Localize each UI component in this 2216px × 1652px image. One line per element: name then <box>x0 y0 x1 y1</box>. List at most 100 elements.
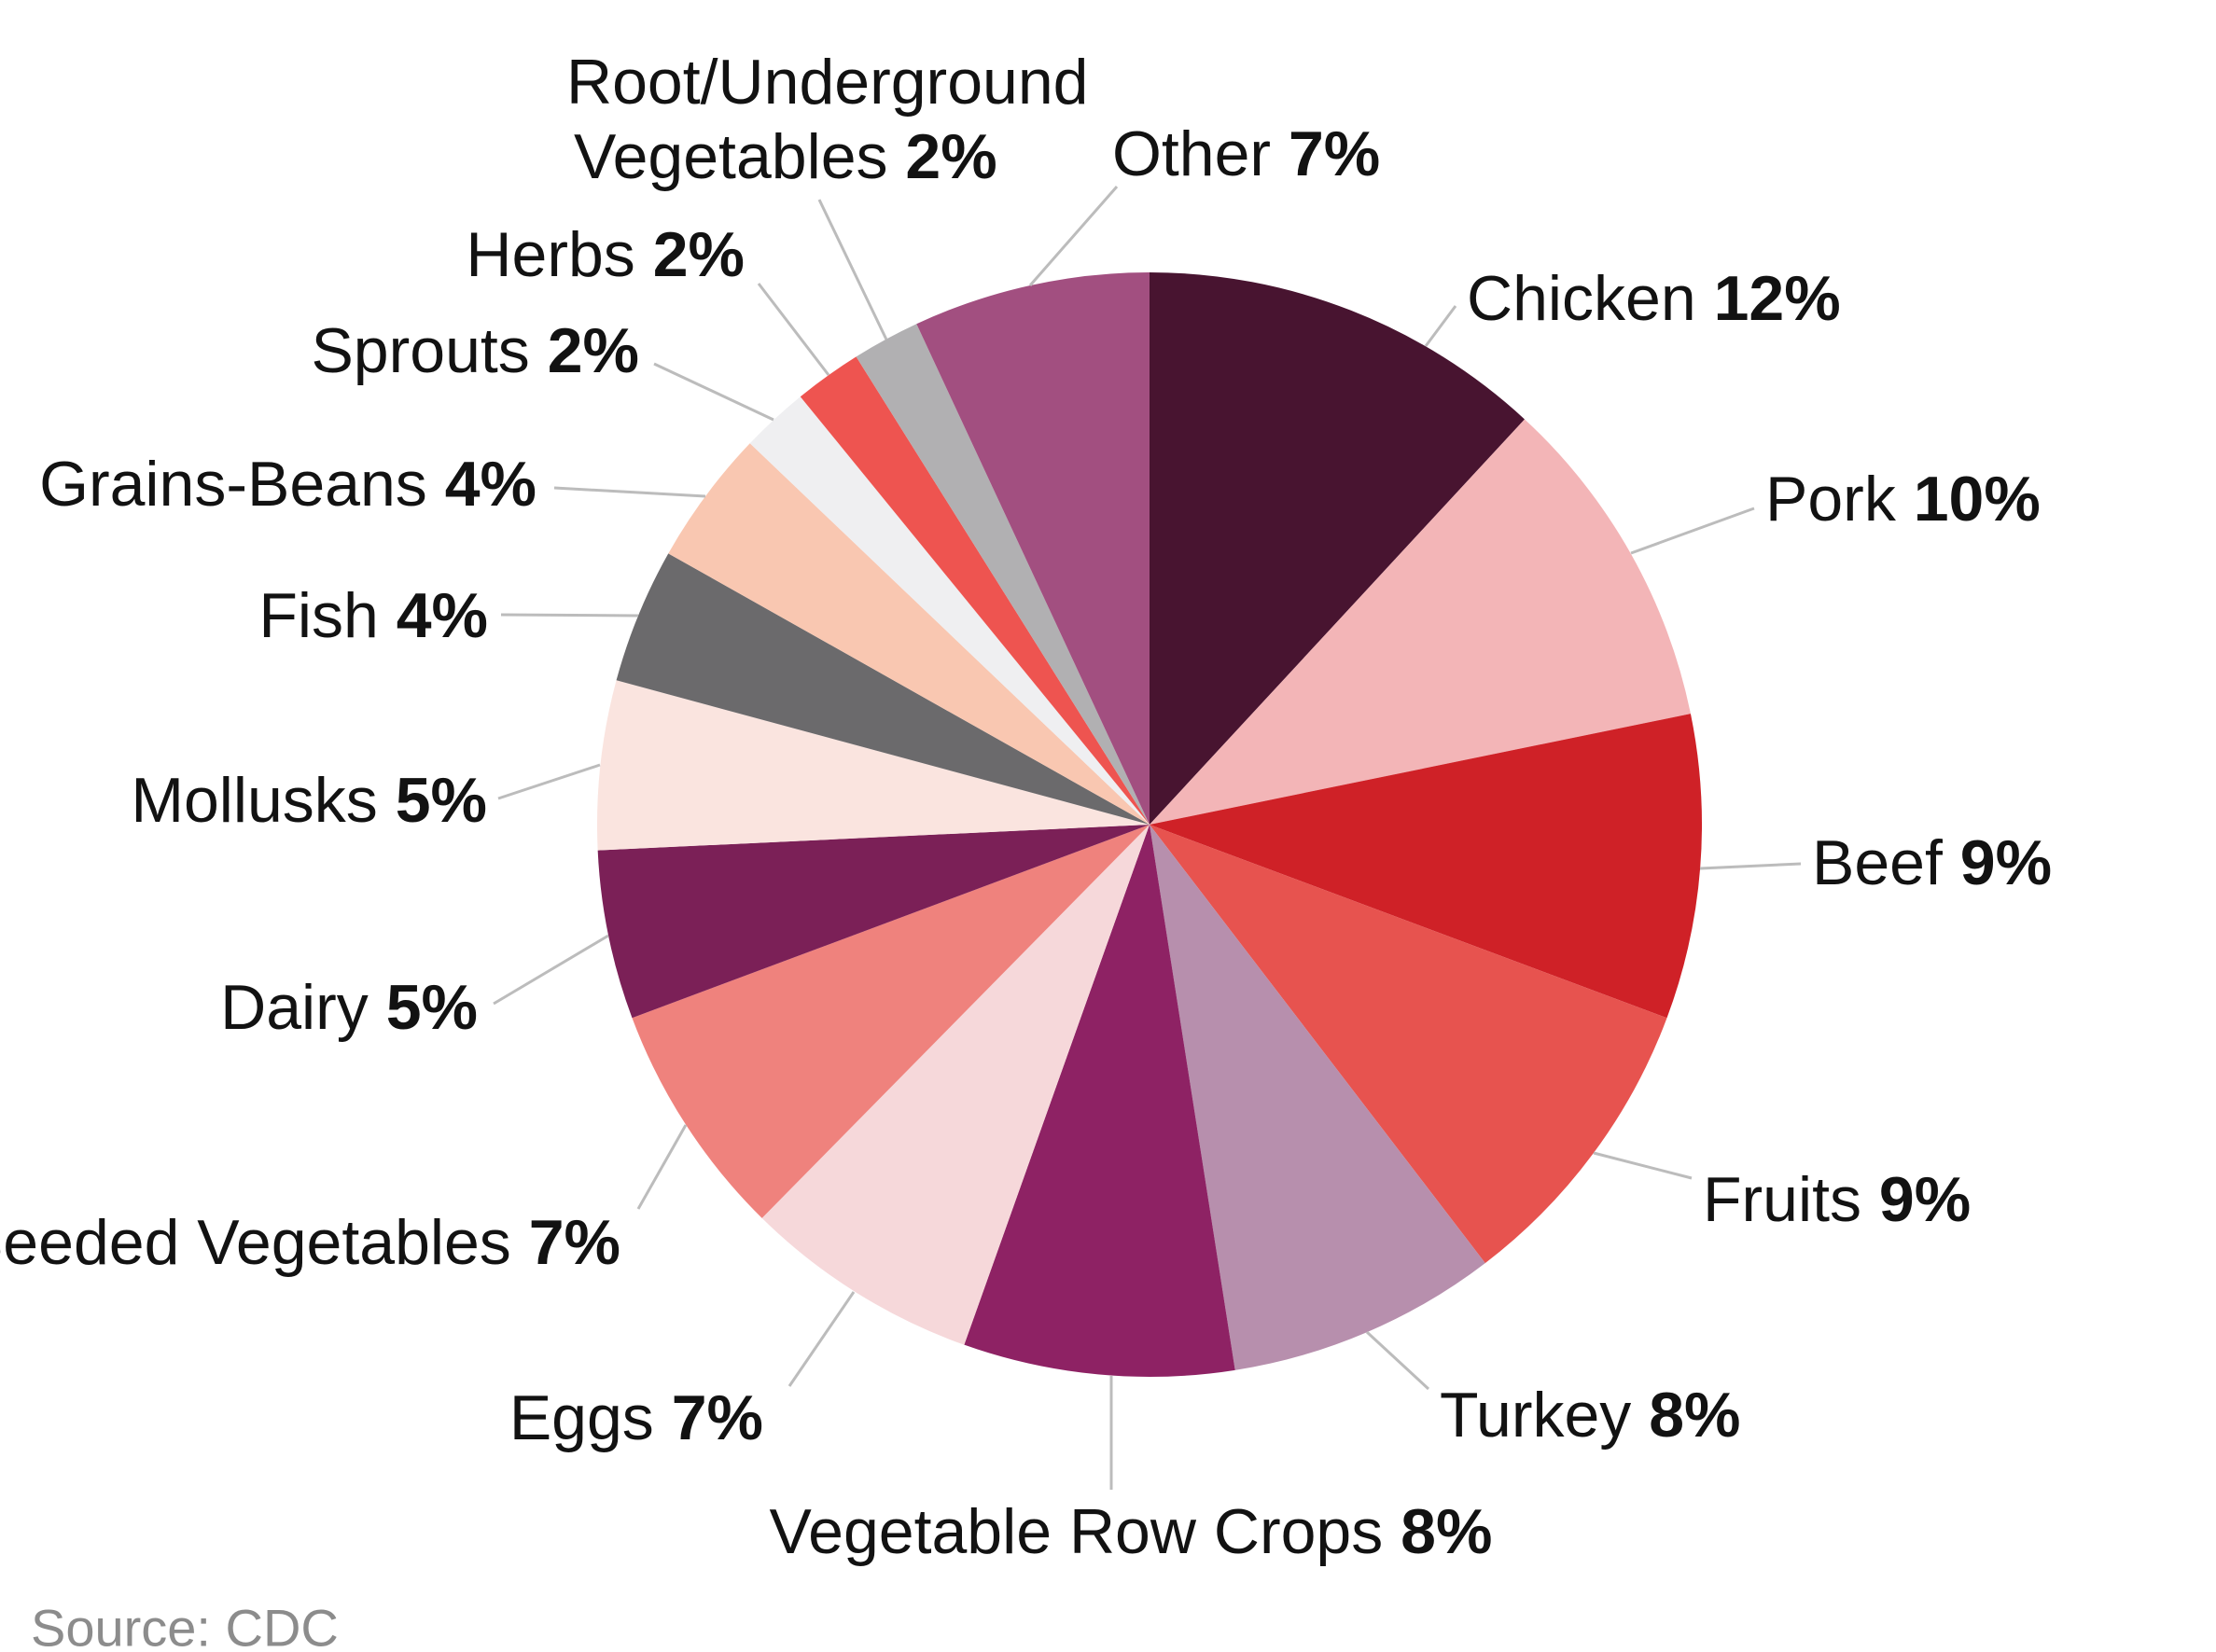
label-spacer <box>654 1382 672 1453</box>
pie-slice-chicken <box>1150 272 1526 825</box>
pie-slice-fish <box>616 553 1150 825</box>
leader-lines <box>493 186 1802 1490</box>
label-eggs-name: Eggs <box>509 1382 654 1453</box>
label-spacer <box>427 449 445 520</box>
label-vegetable-row-crops: Vegetable Row Crops 8% <box>770 1496 1493 1567</box>
label-eggs-value: 7% <box>672 1382 763 1453</box>
label-spacer <box>378 765 396 836</box>
label-fish-value: 4% <box>397 580 488 651</box>
pie-slice-root-underground-vegetables <box>856 324 1150 825</box>
pie-slice-pork <box>1150 419 1691 825</box>
pie-slice-grains-beans <box>668 443 1150 825</box>
label-other: Other 7% <box>1112 118 1380 189</box>
pie-slice-other <box>916 272 1150 825</box>
leader-line-beef <box>1699 862 1802 870</box>
label-dairy-name: Dairy <box>220 972 369 1043</box>
label-seeded-vegetables: Seeded Vegetables 7% <box>0 1207 620 1278</box>
label-seeded-vegetables-name: Seeded Vegetables <box>0 1207 511 1278</box>
label-grains-beans: Grains-Beans 4% <box>39 449 537 520</box>
leader-line-fruits <box>1593 1151 1693 1180</box>
label-dairy: Dairy 5% <box>220 972 478 1043</box>
leader-line-fish <box>500 613 639 618</box>
label-herbs-name: Herbs <box>466 219 634 290</box>
label-spacer <box>1896 464 1914 534</box>
label-fruits: Fruits 9% <box>1703 1164 1971 1235</box>
label-spacer <box>888 121 906 192</box>
label-chicken-value: 12% <box>1714 263 1841 334</box>
label-chicken: Chicken 12% <box>1467 263 1841 334</box>
label-chicken-name: Chicken <box>1467 263 1696 334</box>
leader-line-turkey <box>1365 1330 1430 1391</box>
label-root-underground-vegetables-name: Root/Underground <box>566 47 1088 118</box>
label-turkey: Turkey 8% <box>1440 1380 1740 1451</box>
label-beef-name: Beef <box>1812 827 1943 898</box>
leader-line-other <box>1028 186 1119 286</box>
label-spacer <box>369 972 386 1043</box>
label-sprouts-name: Sprouts <box>311 315 529 386</box>
leader-line-dairy <box>493 934 609 1006</box>
label-spacer <box>530 315 548 386</box>
label-spacer <box>1631 1380 1649 1451</box>
label-eggs: Eggs 7% <box>509 1382 763 1453</box>
label-turkey-name: Turkey <box>1440 1380 1631 1451</box>
leader-line-chicken <box>1424 305 1457 347</box>
label-beef: Beef 9% <box>1812 827 2052 898</box>
leader-line-seeded-vegetables <box>636 1124 688 1210</box>
leader-line-mollusks <box>497 763 601 800</box>
label-mollusks-name: Mollusks <box>131 765 378 836</box>
label-herbs-value: 2% <box>653 219 745 290</box>
pie-slice-dairy <box>597 825 1150 1019</box>
label-mollusks: Mollusks 5% <box>131 765 487 836</box>
label-spacer <box>1271 118 1289 189</box>
label-spacer <box>1696 263 1714 334</box>
label-herbs: Herbs 2% <box>466 219 745 290</box>
label-grains-beans-value: 4% <box>445 449 537 520</box>
leader-line-eggs <box>787 1291 856 1387</box>
label-fish-name: Fish <box>258 580 378 651</box>
label-pork: Pork 10% <box>1765 464 2041 534</box>
source-note: Source: CDC <box>31 1599 339 1652</box>
pie-slice-vegetable-row-crops <box>964 825 1235 1377</box>
pie-slices <box>596 272 1702 1377</box>
leader-line-sprouts <box>653 362 774 422</box>
label-fruits-value: 9% <box>1879 1164 1971 1235</box>
label-grains-beans-name: Grains-Beans <box>39 449 427 520</box>
pie-slice-seeded-vegetables <box>632 825 1150 1218</box>
label-dairy-value: 5% <box>386 972 478 1043</box>
leader-line-grains-beans <box>553 486 706 498</box>
label-vegetable-row-crops-value: 8% <box>1401 1496 1492 1567</box>
label-spacer <box>1861 1164 1879 1235</box>
pie-slice-turkey <box>1150 825 1485 1370</box>
label-root-underground-vegetables-value: 2% <box>905 121 997 192</box>
leader-line-pork <box>1630 507 1755 555</box>
label-root-underground-vegetables-name: Vegetables <box>574 121 888 192</box>
label-fish: Fish 4% <box>258 580 488 651</box>
pie-slice-fruits <box>1150 825 1667 1264</box>
label-sprouts: Sprouts 2% <box>311 315 639 386</box>
label-sprouts-value: 2% <box>548 315 639 386</box>
label-spacer <box>511 1207 529 1278</box>
label-mollusks-value: 5% <box>396 765 487 836</box>
label-fruits-name: Fruits <box>1703 1164 1861 1235</box>
pie-slice-mollusks <box>596 680 1150 851</box>
label-other-value: 7% <box>1289 118 1380 189</box>
label-pork-value: 10% <box>1914 464 2041 534</box>
label-spacer <box>379 580 397 651</box>
leader-line-herbs <box>757 283 830 376</box>
label-spacer <box>635 219 653 290</box>
pie-slice-eggs <box>761 825 1150 1345</box>
pie-slice-herbs <box>800 356 1150 825</box>
pie-slice-sprouts <box>749 396 1150 825</box>
slice-labels: Chicken 12%Pork 10%Beef 9%Fruits 9%Turke… <box>0 47 2052 1567</box>
leader-line-root-underground-vegetables <box>817 199 888 340</box>
label-spacer <box>1943 827 1960 898</box>
pie-slice-beef <box>1150 714 1702 1019</box>
label-spacer <box>1383 1496 1401 1567</box>
label-seeded-vegetables-value: 7% <box>529 1207 620 1278</box>
label-root-underground-vegetables: Root/Underground Vegetables 2% <box>566 47 1088 192</box>
label-pork-name: Pork <box>1765 464 1897 534</box>
label-turkey-value: 8% <box>1649 1380 1740 1451</box>
label-other-name: Other <box>1112 118 1271 189</box>
